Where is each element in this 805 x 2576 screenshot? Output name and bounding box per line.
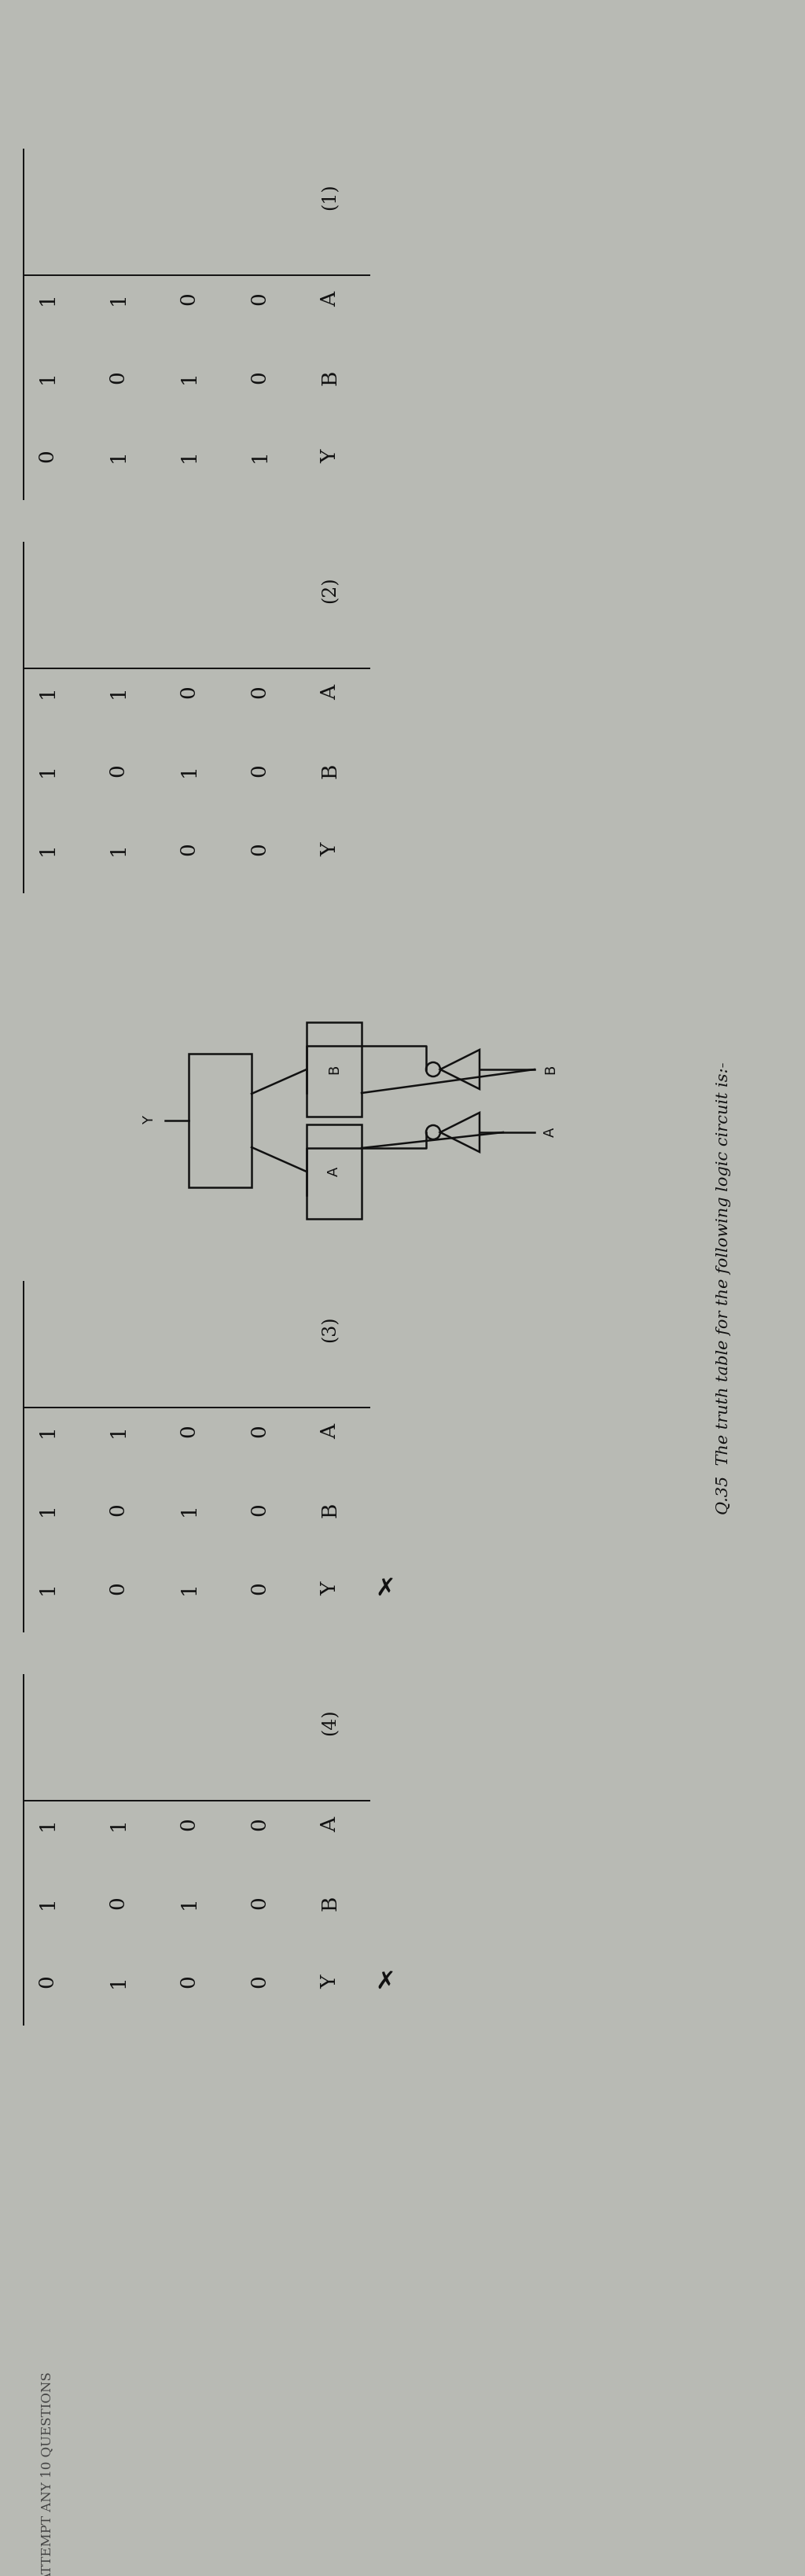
Text: 0: 0 [108,1504,128,1517]
Text: Y: Y [142,1115,156,1126]
Text: Y: Y [320,1582,340,1595]
Text: 1: 1 [37,765,57,778]
Text: 0: 0 [179,1976,199,1989]
Text: 1: 1 [108,842,128,855]
Text: A: A [320,1425,340,1437]
Text: B: B [327,1064,341,1074]
Text: 1: 1 [37,291,57,307]
Text: 1: 1 [250,448,269,464]
Text: 1: 1 [108,1425,128,1437]
Text: 1: 1 [179,1504,199,1517]
Text: 0: 0 [250,765,269,778]
Text: A: A [327,1167,341,1177]
Text: 0: 0 [250,1504,269,1517]
Text: 1: 1 [108,1819,128,1832]
Text: A: A [543,1128,557,1136]
Text: 0: 0 [37,1976,57,1989]
Text: 0: 0 [250,1819,269,1832]
Text: (2): (2) [321,577,339,603]
Text: 1: 1 [37,1504,57,1517]
Text: Y: Y [320,1976,340,1989]
Text: 1: 1 [179,765,199,778]
Text: 0: 0 [250,371,269,384]
Text: 1: 1 [37,371,57,384]
Text: 1: 1 [37,1582,57,1595]
Text: (3): (3) [321,1316,339,1342]
Text: 0: 0 [250,1896,269,1909]
Text: 1: 1 [37,1819,57,1832]
Text: 1: 1 [37,1425,57,1437]
Text: ATTEMPT ANY 10 QUESTIONS: ATTEMPT ANY 10 QUESTIONS [40,2372,54,2576]
Text: 1: 1 [179,448,199,464]
Text: 0: 0 [250,842,269,855]
Text: 1: 1 [179,1896,199,1909]
Text: ✗: ✗ [375,1971,395,1994]
Text: A: A [320,685,340,701]
Text: B: B [543,1064,557,1074]
Text: 0: 0 [250,291,269,307]
Text: 1: 1 [179,371,199,384]
Text: 1: 1 [179,1582,199,1595]
Bar [307,1023,361,1115]
Text: B: B [320,762,340,778]
Text: 1: 1 [37,685,57,698]
Bar [307,1126,361,1218]
Text: 0: 0 [179,1819,199,1832]
Text: B: B [320,371,340,384]
Text: 0: 0 [250,685,269,698]
Text: B: B [320,1502,340,1517]
Text: 0: 0 [179,291,199,307]
Text: A: A [320,291,340,307]
Text: 0: 0 [179,685,199,698]
Text: 0: 0 [108,1896,128,1909]
Text: 1: 1 [108,448,128,464]
Text: Y: Y [320,448,340,464]
Text: 1: 1 [108,685,128,698]
Text: 0: 0 [250,1425,269,1437]
Text: ✗: ✗ [375,1577,395,1600]
Text: 0: 0 [108,1582,128,1595]
Text: (1): (1) [321,183,339,209]
Text: 0: 0 [179,842,199,855]
Text: 0: 0 [250,1976,269,1989]
Text: 0: 0 [37,448,57,464]
Text: (4): (4) [321,1708,339,1736]
Text: 1: 1 [108,291,128,307]
Text: 1: 1 [37,1896,57,1909]
Text: Q.35  The truth table for the following logic circuit is:-: Q.35 The truth table for the following l… [716,1061,731,1515]
Text: 0: 0 [250,1582,269,1595]
Text: 1: 1 [37,842,57,855]
Text: Y: Y [320,842,340,855]
Bar [188,1054,251,1188]
Text: 1: 1 [108,1976,128,1989]
Text: 0: 0 [108,371,128,384]
Text: 0: 0 [108,765,128,778]
Text: B: B [320,1896,340,1911]
Text: 0: 0 [179,1425,199,1437]
Text: A: A [320,1816,340,1832]
